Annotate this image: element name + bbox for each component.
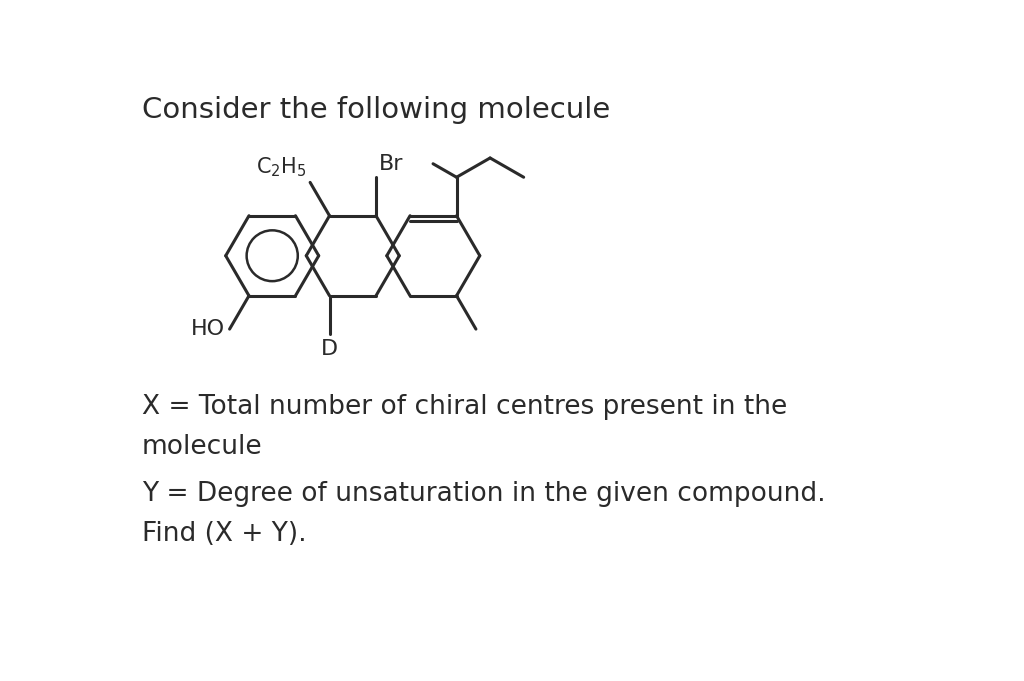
Text: Br: Br	[379, 154, 403, 174]
Text: HO: HO	[190, 319, 225, 339]
Text: molecule: molecule	[142, 434, 262, 460]
Text: X = Total number of chiral centres present in the: X = Total number of chiral centres prese…	[142, 394, 787, 420]
Text: Y = Degree of unsaturation in the given compound.: Y = Degree of unsaturation in the given …	[142, 481, 825, 507]
Text: Find (X + Y).: Find (X + Y).	[142, 522, 306, 548]
Text: D: D	[321, 339, 338, 359]
Text: Consider the following molecule: Consider the following molecule	[142, 96, 610, 125]
Text: C$_2$H$_5$: C$_2$H$_5$	[256, 156, 307, 179]
